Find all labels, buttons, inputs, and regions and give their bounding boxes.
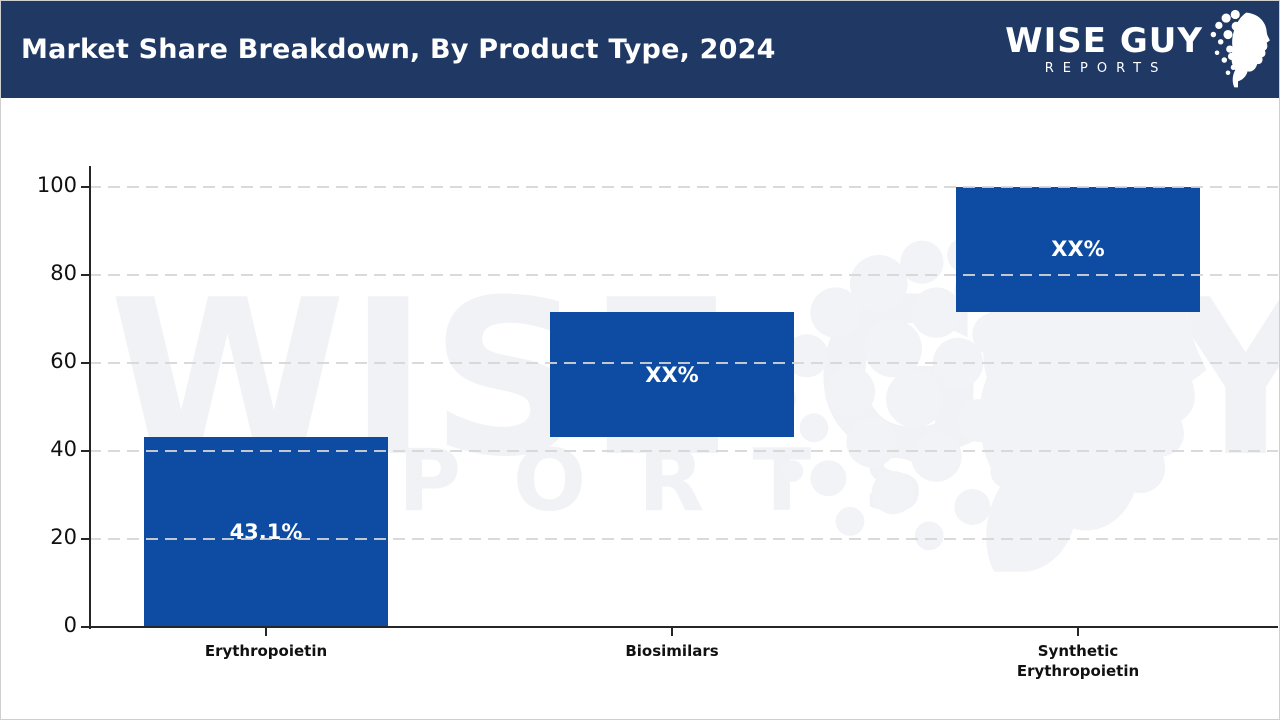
x-category-label-0: Erythropoietin — [204, 642, 328, 660]
y-tick-label-20: 20 — [50, 525, 77, 549]
y-tick-label-60: 60 — [50, 349, 77, 373]
x-tick-2 — [1077, 628, 1079, 636]
gridline-y-60 — [89, 362, 1278, 364]
header-bar: Market Share Breakdown, By Product Type,… — [1, 1, 1279, 98]
x-category-label-2: Synthetic Erythropoietin — [1016, 642, 1140, 681]
bar-biosimilars: XX% — [550, 311, 794, 438]
x-axis-line — [88, 626, 1278, 628]
gridline-y-80 — [89, 274, 1278, 276]
bar-erythropoietin: 43.1% — [144, 437, 388, 627]
chart-title: Market Share Breakdown, By Product Type,… — [21, 34, 776, 65]
gridline-y-100 — [89, 186, 1278, 188]
brand-logo: WISE GUY REPORTS — [1005, 7, 1271, 93]
x-category-label-1: Biosimilars — [625, 642, 719, 660]
brand-subtitle: REPORTS — [1044, 61, 1168, 77]
y-tick-80 — [81, 274, 89, 276]
y-tick-label-40: 40 — [50, 437, 77, 461]
y-tick-label-0: 0 — [63, 613, 77, 637]
bar-value-label: 43.1% — [229, 520, 303, 545]
bar-value-label: XX% — [645, 362, 699, 387]
y-tick-label-100: 100 — [36, 173, 77, 197]
y-tick-60 — [81, 362, 89, 364]
y-tick-20 — [81, 538, 89, 540]
y-axis-line — [89, 166, 91, 629]
bar-value-label: XX% — [1051, 237, 1105, 262]
y-tick-40 — [81, 450, 89, 452]
brand-name: WISE GUY — [1005, 20, 1203, 61]
dotted-head-profile-icon — [1210, 9, 1270, 88]
y-tick-0 — [81, 626, 89, 628]
bar-synthetic-erythropoietin: XX% — [956, 187, 1200, 312]
x-tick-1 — [671, 628, 673, 636]
y-tick-label-80: 80 — [50, 261, 77, 285]
x-tick-0 — [265, 628, 267, 636]
gridline-y-20 — [89, 538, 1278, 540]
brand-logo-text: WISE GUY REPORTS — [1005, 20, 1203, 77]
gridline-y-40 — [89, 450, 1278, 452]
watermark-dotted-head-icon — [760, 226, 1207, 572]
y-tick-100 — [81, 186, 89, 188]
